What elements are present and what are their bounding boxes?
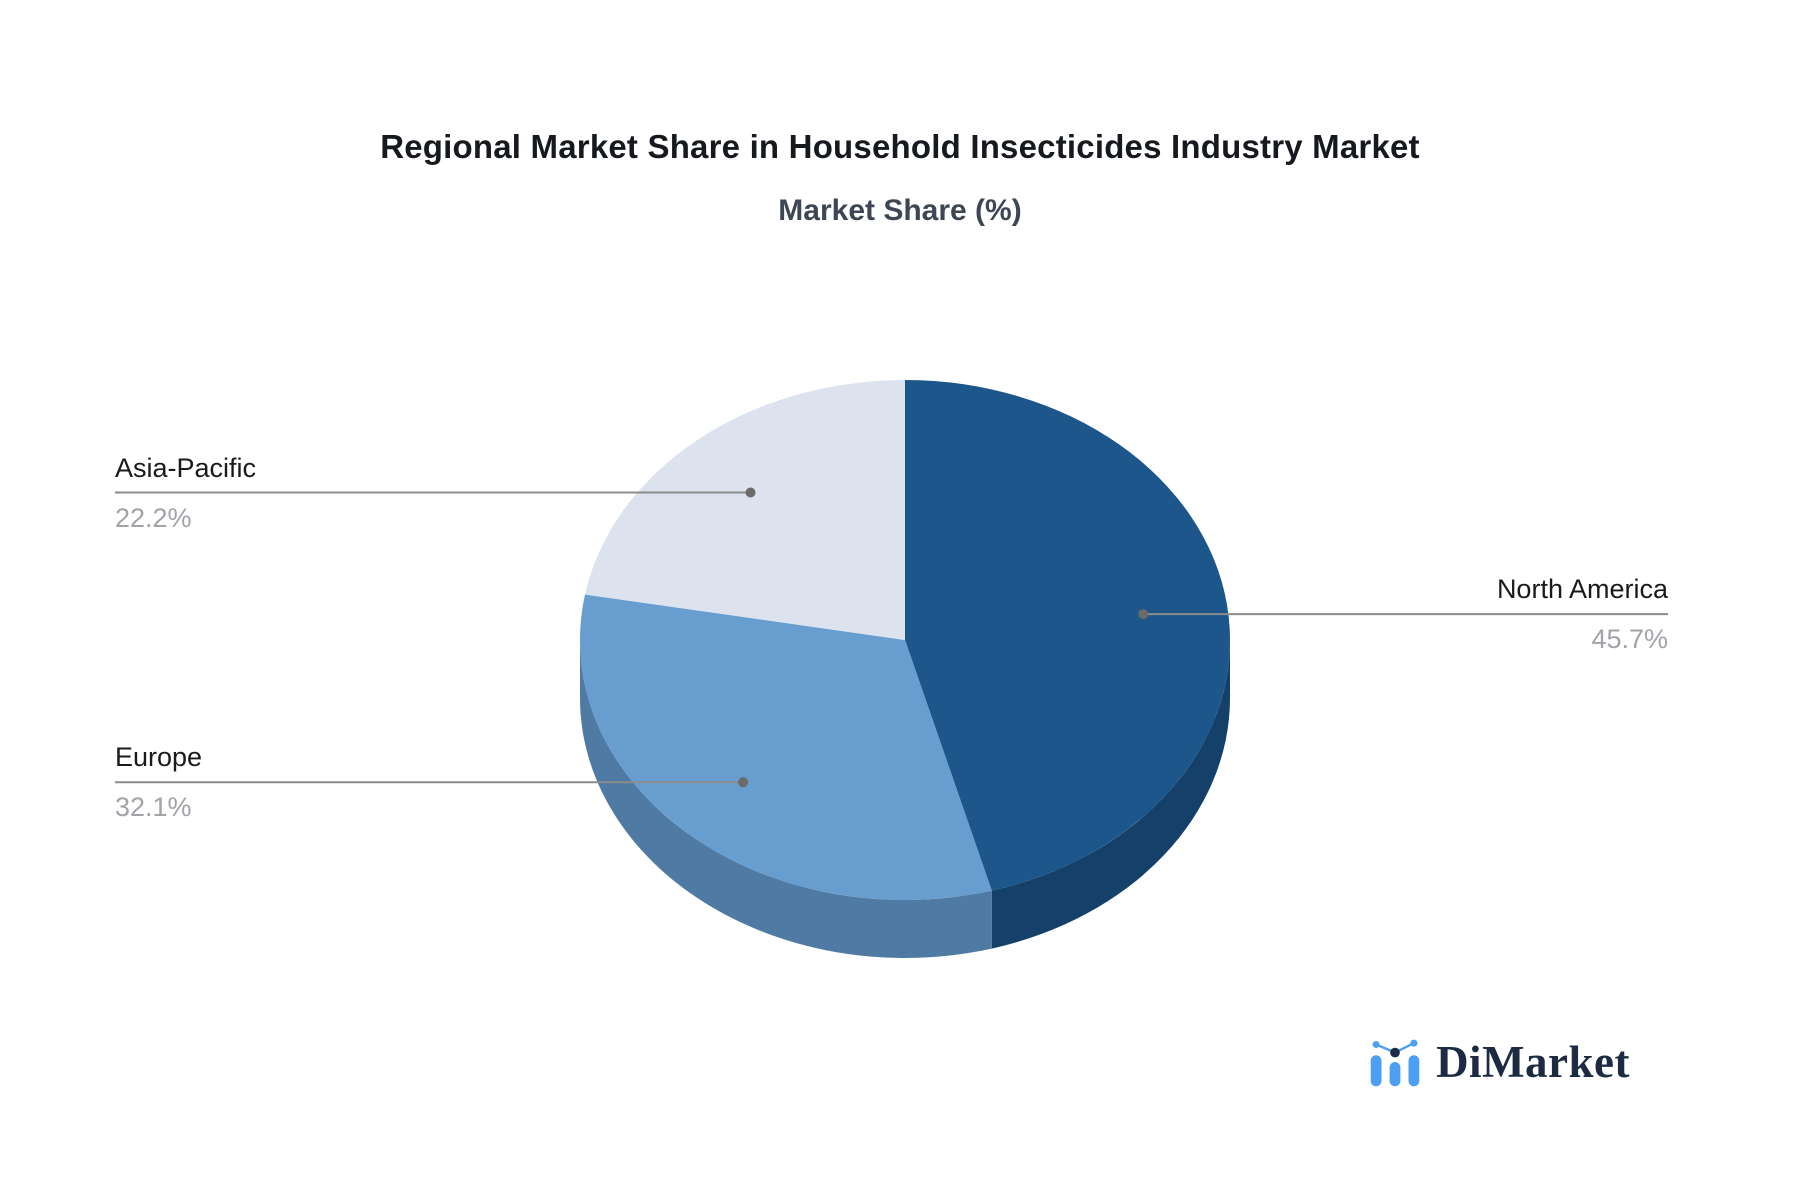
slice-value: 32.1% [115, 792, 192, 823]
slice-name: Asia-Pacific [115, 452, 257, 483]
bar-line-chart-icon [1370, 1039, 1420, 1087]
chart-title: Regional Market Share in Household Insec… [380, 128, 1420, 165]
leader-dot-north-america [1138, 609, 1149, 620]
leader-dot-europe [738, 777, 749, 788]
pie-slice-side-europe [580, 640, 992, 958]
leader-dot-asia-pacific [745, 487, 756, 498]
chart-subtitle: Market Share (%) [778, 194, 1022, 227]
label-europe: Europe 32.1% [115, 740, 202, 824]
pie-slice-side-north-america [991, 640, 1230, 949]
label-north-america: North America 45.7% [1497, 572, 1668, 656]
label-asia-pacific: Asia-Pacific 22.2% [115, 451, 256, 535]
slice-name: Europe [115, 742, 203, 773]
logo-text: DiMarket [1436, 1037, 1630, 1087]
slice-value: 22.2% [115, 502, 192, 533]
slice-value: 45.7% [1591, 624, 1668, 655]
pie-slice-europe [580, 594, 992, 901]
slice-name: North America [1496, 574, 1668, 605]
pie-slice-north-america [905, 380, 1231, 891]
dimarket-logo: DiMarket [1368, 1035, 1630, 1089]
pie-slice-asia-pacific [585, 380, 905, 640]
